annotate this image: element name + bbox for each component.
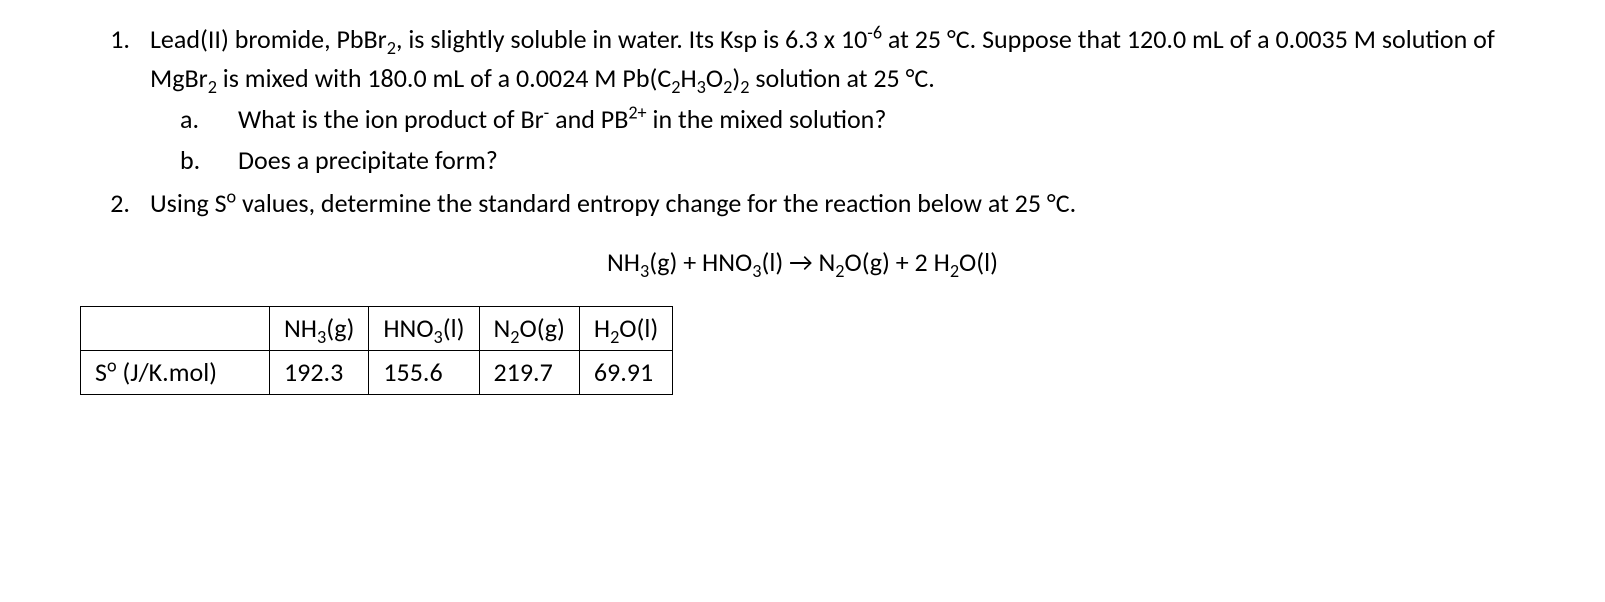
row-label: So (J/K.mol) [81,351,270,395]
q1a: a. What is the ion product of Br- and PB… [150,100,1525,139]
table-header-row: NH3(g) HNO3(l) N2O(g) H2O(l) [81,307,673,351]
header-empty [81,307,270,351]
val-nh3: 192.3 [270,351,369,395]
q1-content: Lead(II) bromide, PbBr2, is slightly sol… [150,20,1525,180]
q1-text: Lead(II) bromide, PbBr2, is slightly sol… [150,23,1495,94]
reaction-equation: NH3(g) + HNO3(l) → N2O(g) + 2 H2O(l) [80,243,1525,282]
question-2: 2. Using So values, determine the standa… [80,184,1525,223]
val-n2o: 219.7 [479,351,579,395]
q1a-text: What is the ion product of Br- and PB2+ … [238,100,886,139]
val-h2o: 69.91 [579,351,672,395]
q2-content: Using So values, determine the standard … [150,184,1525,223]
q1b: b. Does a precipitate form? [150,141,1525,180]
val-hno3: 155.6 [369,351,479,395]
table-data-row: So (J/K.mol) 192.3 155.6 219.7 69.91 [81,351,673,395]
q1b-number: b. [150,141,238,180]
header-nh3: NH3(g) [270,307,369,351]
header-hno3: HNO3(l) [369,307,479,351]
entropy-table: NH3(g) HNO3(l) N2O(g) H2O(l) So (J/K.mol… [80,306,673,395]
question-1: 1. Lead(II) bromide, PbBr2, is slightly … [80,20,1525,180]
q2-text: Using So values, determine the standard … [150,187,1076,219]
header-n2o: N2O(g) [479,307,579,351]
q1b-text: Does a precipitate form? [238,141,498,180]
q1-number: 1. [80,20,150,180]
q1a-number: a. [150,100,238,139]
header-h2o: H2O(l) [579,307,672,351]
q2-number: 2. [80,184,150,223]
